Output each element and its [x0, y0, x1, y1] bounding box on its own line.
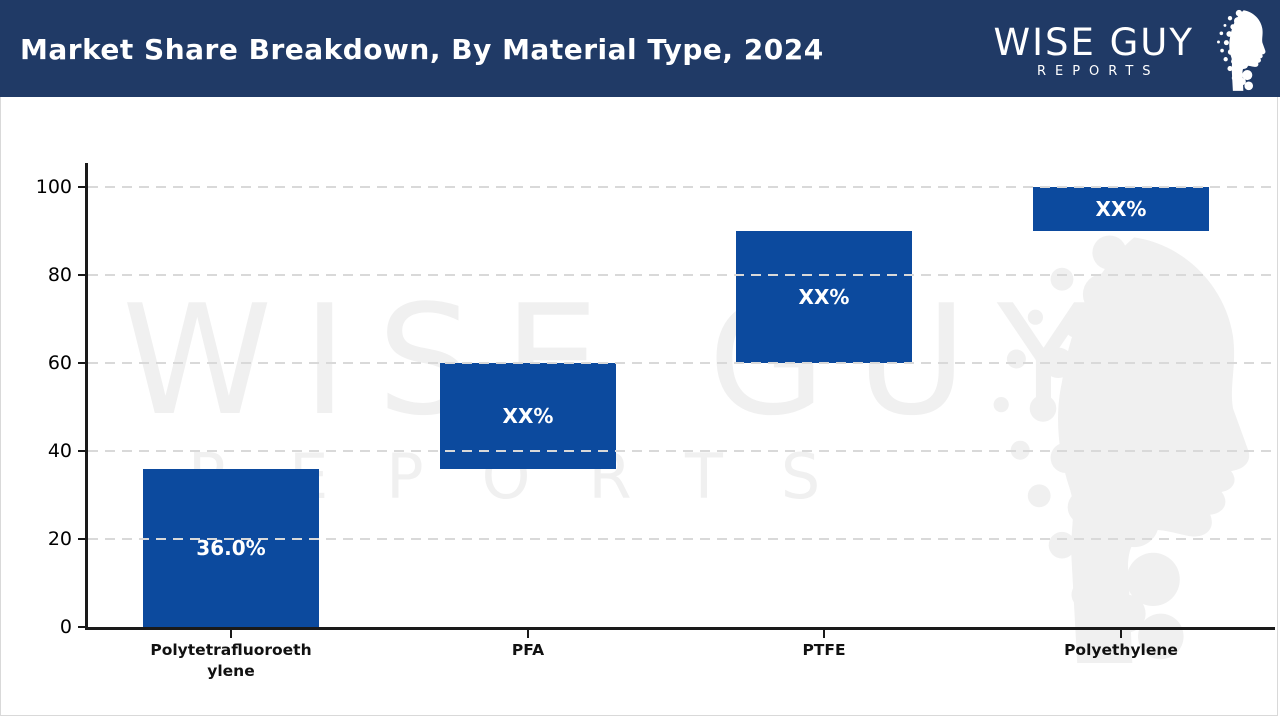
bar-ptfe — [736, 231, 912, 363]
logo-subtitle: REPORTS — [1036, 64, 1160, 79]
x-tick-mark — [1120, 630, 1122, 638]
y-tick-label: 40 — [47, 440, 72, 462]
watermark-head-icon — [993, 235, 1250, 663]
y-tick-label: 0 — [59, 616, 72, 638]
bar-value-label: XX% — [798, 285, 850, 309]
gridline-y100 — [88, 186, 1274, 188]
header-bar: Market Share Breakdown, By Material Type… — [0, 0, 1280, 97]
y-tick-mark — [78, 362, 87, 364]
y-tick-label: 80 — [47, 264, 72, 286]
x-category-label-polyethylene: Polyethylene — [1064, 641, 1178, 659]
y-tick-mark — [78, 450, 87, 452]
wise-guy-reports-logo: WISE GUY REPORTS — [994, 6, 1266, 92]
page-title: Market Share Breakdown, By Material Type… — [20, 33, 824, 66]
y-tick-mark — [78, 274, 87, 276]
bar-value-label: XX% — [1095, 197, 1147, 221]
gridline-y60 — [88, 362, 1274, 364]
x-tick-mark — [230, 630, 232, 638]
logo-text: WISE GUY REPORTS — [994, 23, 1194, 80]
bar-polyethylene — [1033, 187, 1209, 231]
y-tick-label: 60 — [47, 352, 72, 374]
bar-value-label: XX% — [502, 403, 554, 428]
y-tick-mark — [78, 538, 87, 540]
x-category-label-ptfe: PTFE — [802, 641, 846, 659]
x-category-label-pfa: PFA — [511, 641, 545, 659]
bar-value-label: 36.0% — [196, 535, 266, 560]
logo-head-icon — [1217, 9, 1266, 91]
logo-wordmark: WISE GUY — [993, 21, 1194, 64]
gridline-y80 — [88, 274, 1274, 276]
x-tick-mark — [823, 630, 825, 638]
y-axis-line — [85, 163, 88, 629]
y-tick-mark — [78, 626, 87, 628]
x-tick-mark — [527, 630, 529, 638]
x-category-label-polytetrafluoroethylene: Polytetrafluoroeth ylene — [150, 641, 312, 680]
bar-polytetrafluoroethylene — [143, 468, 319, 627]
x-axis-line — [85, 627, 1275, 630]
gridline-y20 — [88, 538, 1274, 540]
gridline-y40 — [88, 450, 1274, 452]
y-tick-label: 20 — [47, 528, 72, 550]
y-tick-label: 100 — [35, 176, 72, 198]
y-tick-mark — [78, 186, 87, 188]
